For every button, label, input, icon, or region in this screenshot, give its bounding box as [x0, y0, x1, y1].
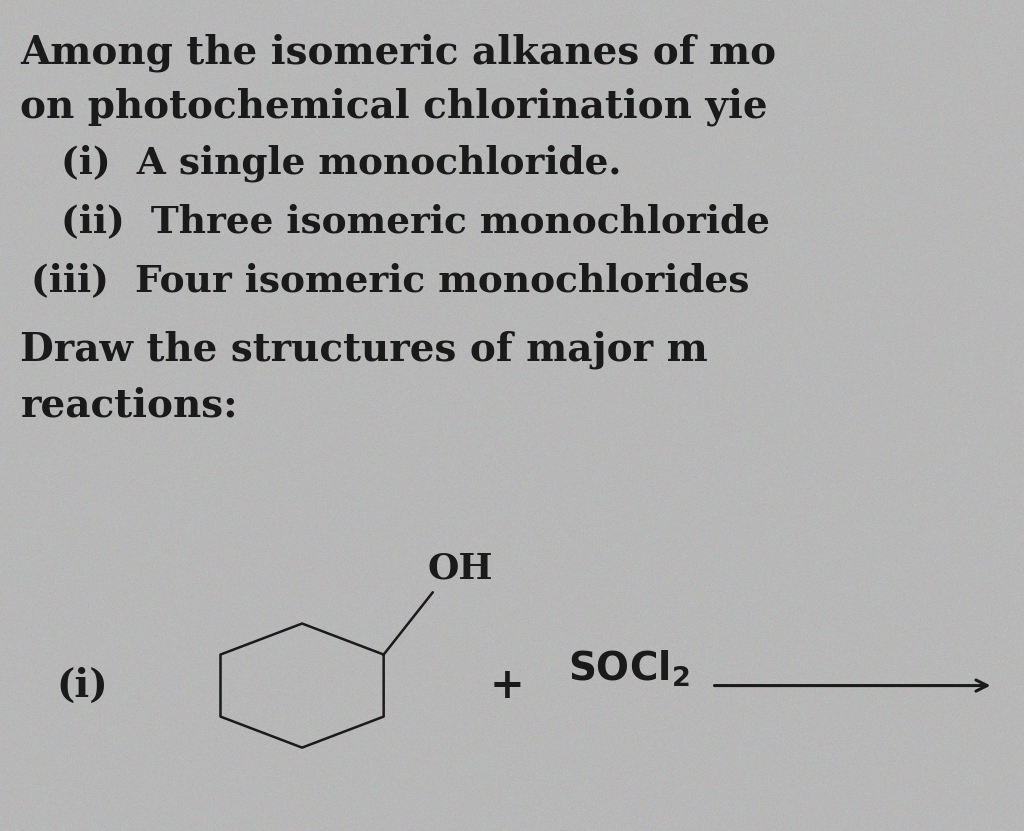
Text: (ii)  Three isomeric monochloride: (ii) Three isomeric monochloride [61, 203, 770, 240]
Text: (i)  A single monochloride.: (i) A single monochloride. [61, 145, 622, 182]
Text: Draw the structures of major m: Draw the structures of major m [20, 331, 709, 369]
Text: Among the isomeric alkanes of mo: Among the isomeric alkanes of mo [20, 33, 776, 71]
Text: (i): (i) [56, 666, 109, 705]
Text: reactions:: reactions: [20, 386, 239, 425]
Text: +: + [489, 665, 524, 706]
Text: on photochemical chlorination yie: on photochemical chlorination yie [20, 87, 768, 125]
Text: $\mathbf{SOCl_2}$: $\mathbf{SOCl_2}$ [568, 649, 690, 689]
Text: (iii)  Four isomeric monochlorides: (iii) Four isomeric monochlorides [31, 262, 750, 299]
Text: OH: OH [428, 552, 494, 586]
